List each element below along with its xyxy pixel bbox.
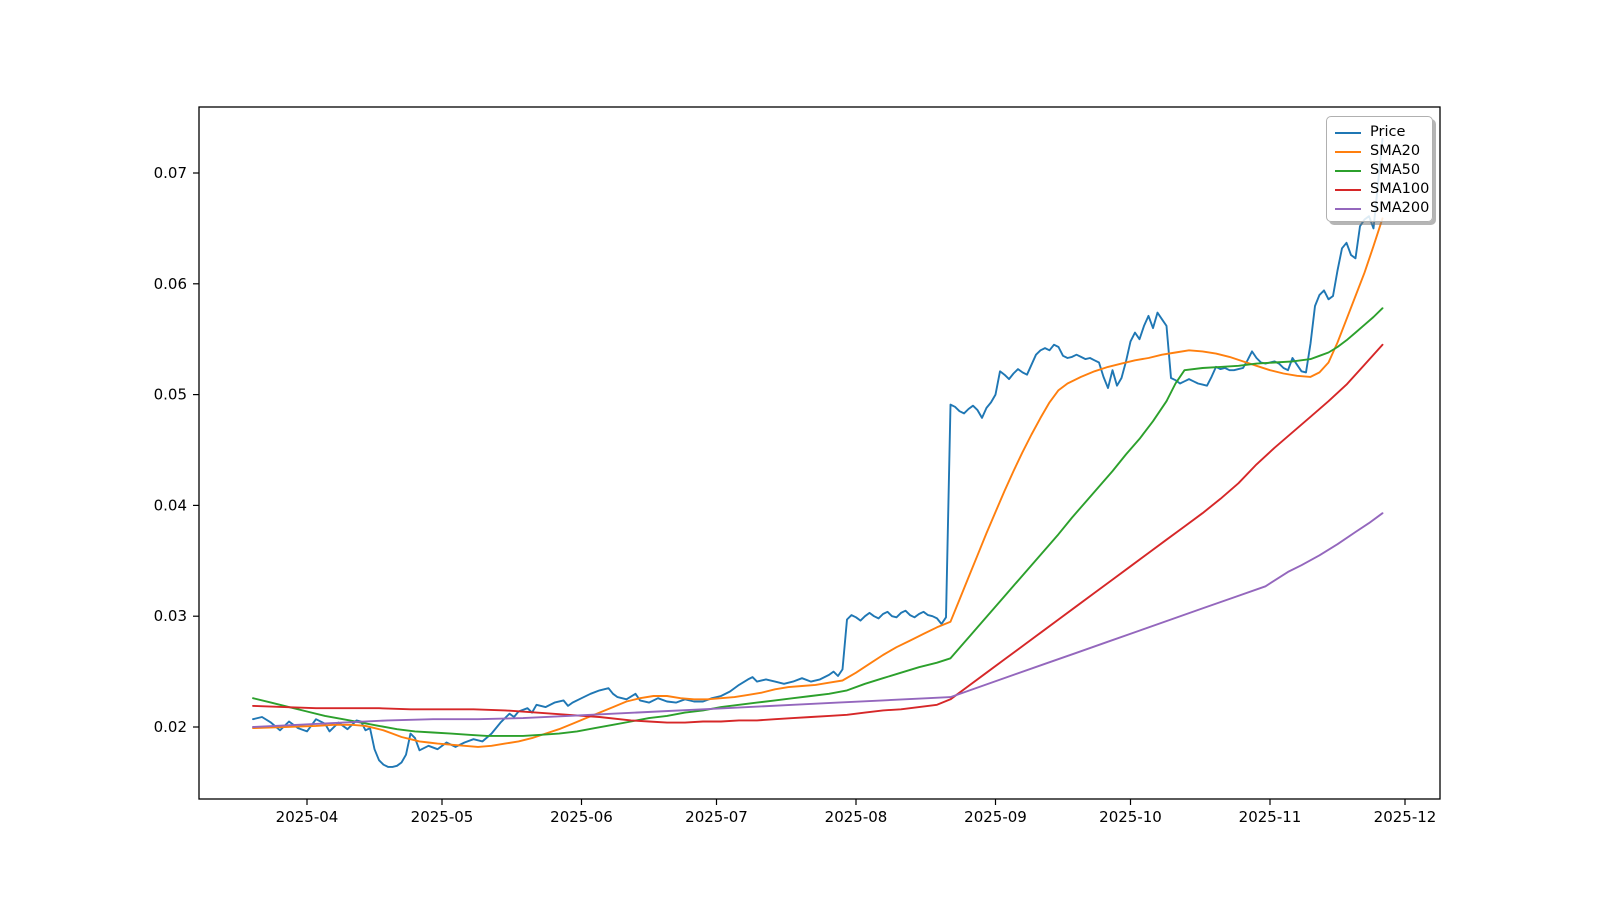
legend-item-price: Price <box>1335 123 1424 142</box>
x-tick-label: 2025-08 <box>825 808 888 826</box>
series-group <box>252 137 1384 768</box>
legend-label-sma50: SMA50 <box>1370 162 1421 178</box>
legend: Price SMA20 SMA50 SMA100 SMA200 <box>1326 116 1433 222</box>
sma50-line-icon <box>1335 169 1361 172</box>
x-tick-label: 2025-11 <box>1239 808 1302 826</box>
series-line-sma50 <box>252 307 1384 737</box>
legend-item-sma200: SMA200 <box>1335 199 1429 218</box>
legend-item-sma100: SMA100 <box>1335 180 1429 199</box>
ticks-group <box>193 172 1406 805</box>
x-tick-label: 2025-07 <box>685 808 748 826</box>
y-tick-label: 0.07 <box>154 164 187 182</box>
series-line-price <box>252 137 1384 768</box>
x-tick-label: 2025-05 <box>411 808 474 826</box>
sma20-line-icon <box>1335 150 1361 153</box>
legend-label-price: Price <box>1370 124 1406 140</box>
legend-label-sma20: SMA20 <box>1370 143 1421 159</box>
series-line-sma100 <box>252 343 1384 724</box>
legend-label-sma100: SMA100 <box>1370 181 1430 197</box>
x-tick-label: 2025-04 <box>276 808 339 826</box>
series-line-sma20 <box>252 217 1384 748</box>
y-tick-label: 0.04 <box>154 496 187 514</box>
legend-label-sma200: SMA200 <box>1370 200 1430 216</box>
plot-border <box>198 106 1441 800</box>
series-line-sma200 <box>252 512 1384 728</box>
x-tick-label: 2025-12 <box>1374 808 1437 826</box>
y-tick-label: 0.06 <box>154 275 187 293</box>
legend-item-sma50: SMA50 <box>1335 161 1424 180</box>
y-tick-label: 0.03 <box>154 607 187 625</box>
price-line-icon <box>1335 131 1361 134</box>
x-tick-label: 2025-09 <box>964 808 1027 826</box>
sma100-line-icon <box>1335 188 1361 191</box>
y-tick-label: 0.05 <box>154 386 187 404</box>
tick-labels-group: 2025-04 2025-05 2025-06 2025-07 2025-08 2025-… <box>154 164 1437 826</box>
legend-item-sma20: SMA20 <box>1335 142 1424 161</box>
y-tick-label: 0.02 <box>154 718 187 736</box>
sma200-line-icon <box>1335 207 1361 210</box>
x-tick-label: 2025-10 <box>1099 808 1162 826</box>
x-tick-label: 2025-06 <box>550 808 613 826</box>
